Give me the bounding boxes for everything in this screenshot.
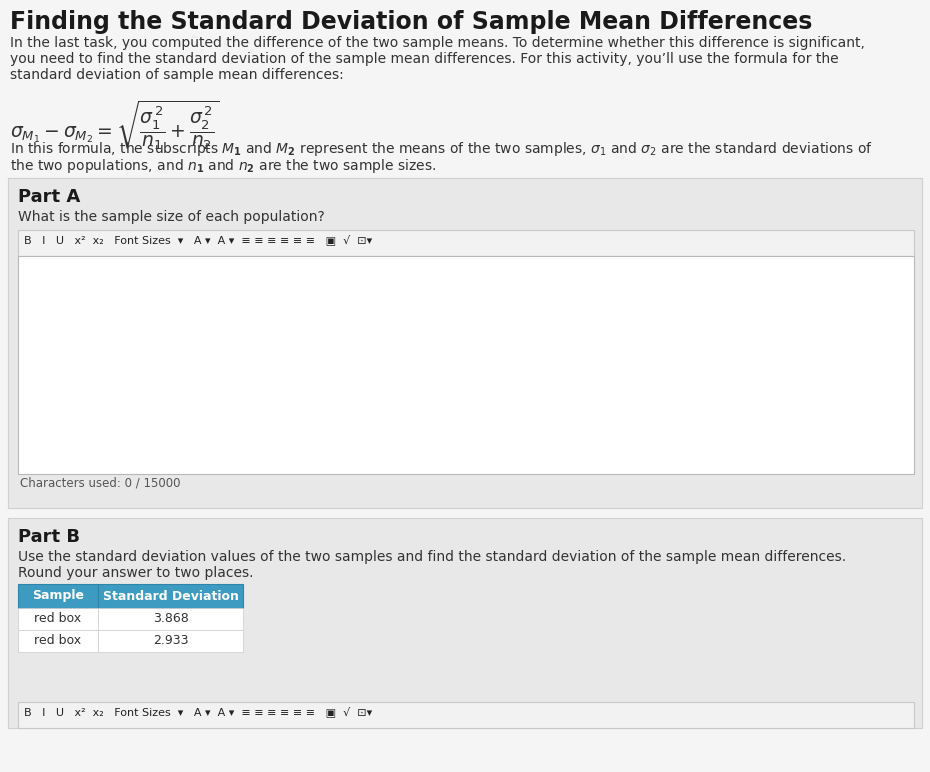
Bar: [8, 518, 922, 728]
Text: In this formula, the subscripts $\mathbf{\mathit{M}_1}$ and $\mathbf{\mathit{M}_: In this formula, the subscripts $\mathbf…: [10, 140, 873, 158]
Bar: [98, 584, 243, 608]
Text: In the last task, you computed the difference of the two sample means. To determ: In the last task, you computed the diffe…: [10, 36, 865, 50]
Text: the two populations, and $\mathbf{\mathit{n}_1}$ and $\mathbf{\mathit{n}_2}$ are: the two populations, and $\mathbf{\mathi…: [10, 157, 436, 175]
Bar: [18, 230, 914, 256]
Text: 2.933: 2.933: [153, 635, 188, 648]
Bar: [18, 702, 914, 728]
Text: $\sigma_{M_1} - \sigma_{M_2} = \sqrt{\dfrac{\sigma_1^{\,2}}{n_1} + \dfrac{\sigma: $\sigma_{M_1} - \sigma_{M_2} = \sqrt{\df…: [10, 98, 219, 151]
Text: standard deviation of sample mean differences:: standard deviation of sample mean differ…: [10, 68, 344, 82]
Bar: [98, 630, 243, 652]
Bar: [18, 256, 914, 474]
Text: Characters used: 0 / 15000: Characters used: 0 / 15000: [20, 477, 180, 490]
Text: red box: red box: [34, 612, 82, 625]
Text: 3.868: 3.868: [153, 612, 189, 625]
Bar: [8, 178, 922, 508]
Text: Use the standard deviation values of the two samples and find the standard devia: Use the standard deviation values of the…: [18, 550, 846, 564]
Text: Sample: Sample: [32, 590, 84, 602]
Bar: [18, 630, 98, 652]
Text: Part A: Part A: [18, 188, 80, 206]
Text: B   I   U   x²  x₂   Font Sizes  ▾   A ▾  A ▾  ≡ ≡ ≡ ≡ ≡ ≡   ▣  √  ⊡▾: B I U x² x₂ Font Sizes ▾ A ▾ A ▾ ≡ ≡ ≡ ≡…: [24, 707, 372, 718]
Text: Standard Deviation: Standard Deviation: [102, 590, 238, 602]
Text: Round your answer to two places.: Round your answer to two places.: [18, 566, 254, 580]
Text: Part B: Part B: [18, 528, 80, 546]
Text: What is the sample size of each population?: What is the sample size of each populati…: [18, 210, 325, 224]
Text: B   I   U   x²  x₂   Font Sizes  ▾   A ▾  A ▾  ≡ ≡ ≡ ≡ ≡ ≡   ▣  √  ⊡▾: B I U x² x₂ Font Sizes ▾ A ▾ A ▾ ≡ ≡ ≡ ≡…: [24, 235, 372, 245]
Text: red box: red box: [34, 635, 82, 648]
Text: you need to find the standard deviation of the sample mean differences. For this: you need to find the standard deviation …: [10, 52, 839, 66]
Bar: [98, 608, 243, 630]
Bar: [18, 584, 98, 608]
Bar: [18, 608, 98, 630]
Text: Finding the Standard Deviation of Sample Mean Differences: Finding the Standard Deviation of Sample…: [10, 10, 813, 34]
